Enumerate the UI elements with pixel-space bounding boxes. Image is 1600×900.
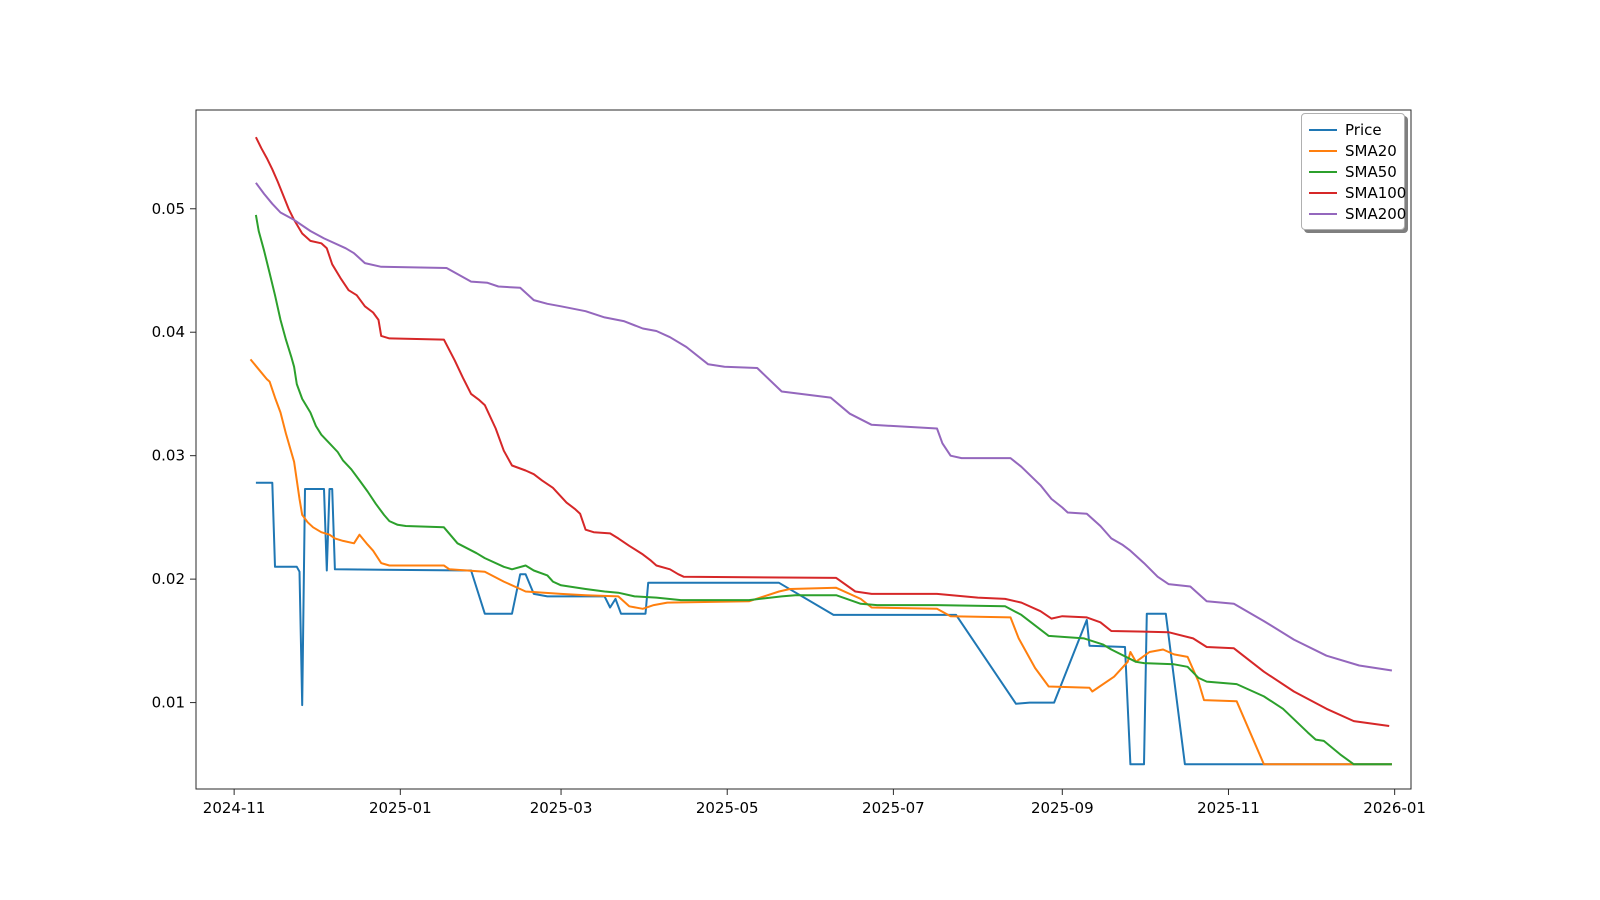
legend-line-sample-sma200 (1309, 212, 1337, 215)
legend-line-sample-price (1309, 128, 1337, 131)
legend-line-sample-sma50 (1309, 170, 1337, 173)
y-tick-label: 0.03 (152, 447, 185, 465)
legend: Price SMA20 SMA50 SMA100 SMA200 (1301, 113, 1406, 230)
x-tick-label: 2025-11 (1197, 799, 1260, 817)
x-tick-label: 2025-09 (1031, 799, 1094, 817)
series-line-sma200 (255, 182, 1393, 672)
legend-label-sma200: SMA200 (1345, 204, 1407, 223)
series-line-sma20 (249, 358, 1392, 766)
series-line-price (255, 481, 1392, 766)
legend-entry-sma200: SMA200 (1309, 203, 1406, 224)
y-tick-label: 0.04 (152, 323, 185, 341)
legend-label-sma50: SMA50 (1345, 162, 1397, 181)
legend-line-sample-sma20 (1309, 149, 1337, 152)
y-tick-label: 0.05 (152, 200, 185, 218)
legend-entry-sma100: SMA100 (1309, 182, 1406, 203)
legend-label-sma20: SMA20 (1345, 141, 1397, 160)
y-tick-label: 0.01 (152, 694, 185, 712)
x-tick-label: 2025-03 (530, 799, 593, 817)
x-tick-label: 2026-01 (1363, 799, 1426, 817)
legend-line-sample-sma100 (1309, 191, 1337, 194)
axes-frame (195, 109, 1412, 790)
y-tick-label: 0.02 (152, 570, 185, 588)
series-line-sma50 (254, 214, 1392, 766)
x-tick-label: 2025-05 (696, 799, 759, 817)
x-tick-label: 2025-01 (369, 799, 432, 817)
x-tick-label: 2025-07 (862, 799, 925, 817)
legend-entry-sma20: SMA20 (1309, 140, 1397, 161)
legend-label-price: Price (1345, 120, 1382, 139)
legend-entry-price: Price (1309, 119, 1397, 140)
x-tick-label: 2024-11 (203, 799, 266, 817)
series-line-sma100 (255, 136, 1390, 727)
legend-entry-sma50: SMA50 (1309, 161, 1397, 182)
legend-label-sma100: SMA100 (1345, 183, 1407, 202)
